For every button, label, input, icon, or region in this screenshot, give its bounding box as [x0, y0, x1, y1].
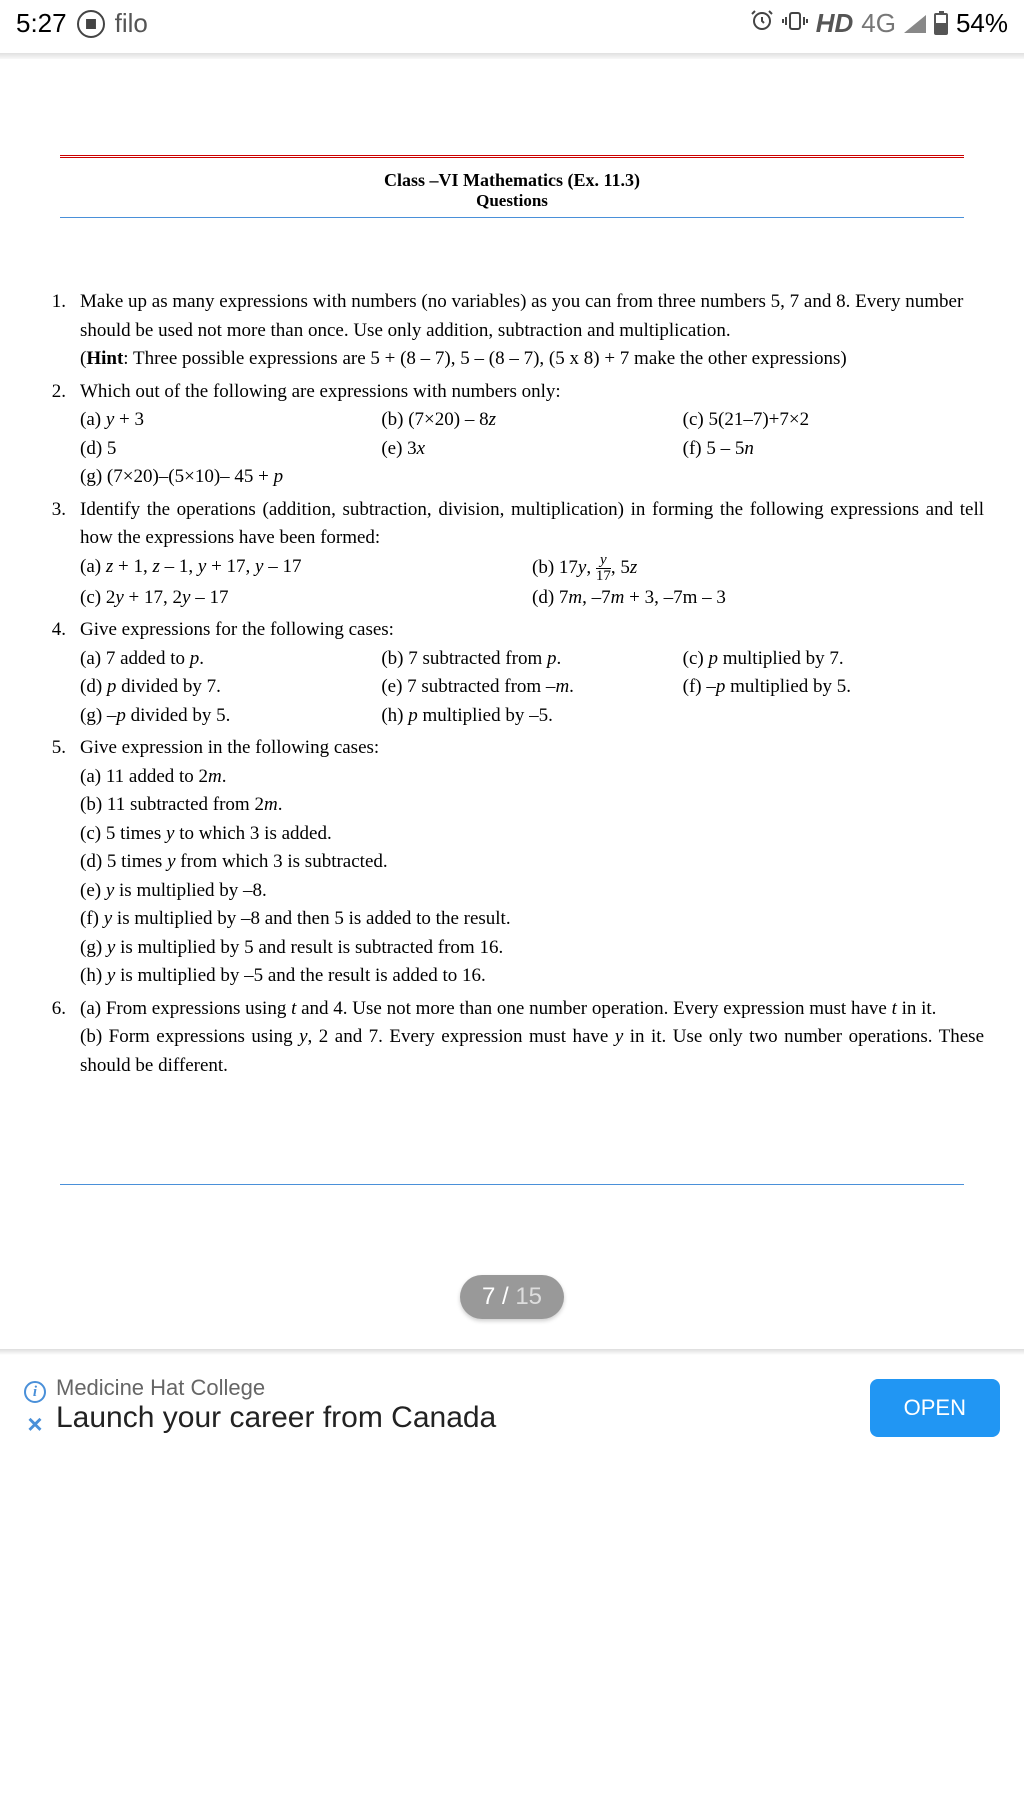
q-num: 2.: [40, 378, 80, 492]
q2-d: (d) 5: [80, 435, 381, 464]
ad-left: i × Medicine Hat College Launch your car…: [24, 1375, 496, 1440]
q2-b: (b) (7×20) – 8z: [381, 406, 682, 435]
q6-b: (b) Form expressions using y, 2 and 7. E…: [80, 1023, 984, 1080]
header-rule-bottom: [60, 217, 964, 218]
question-2: 2. Which out of the following are expres…: [40, 378, 984, 492]
question-3: 3. Identify the operations (addition, su…: [40, 496, 984, 613]
q4-h: (h) p multiplied by –5.: [381, 702, 682, 731]
filo-icon: [71, 4, 111, 44]
q3-c: (c) 2y + 17, 2y – 17: [80, 584, 532, 613]
page-sep: /: [495, 1283, 515, 1310]
signal-icon: [904, 15, 926, 33]
q-body: Give expression in the following cases: …: [80, 734, 984, 991]
ad-banner[interactable]: i × Medicine Hat College Launch your car…: [0, 1355, 1024, 1460]
q3-d: (d) 7m, –7m + 3, –7m – 3: [532, 584, 984, 613]
q1-text: Make up as many expressions with numbers…: [80, 291, 963, 341]
question-4: 4. Give expressions for the following ca…: [40, 616, 984, 730]
status-time: 5:27: [16, 8, 67, 39]
q5-text: Give expression in the following cases:: [80, 734, 984, 763]
q4-c: (c) p multiplied by 7.: [683, 645, 984, 674]
q2-text: Which out of the following are expressio…: [80, 378, 984, 407]
question-5: 5. Give expression in the following case…: [40, 734, 984, 991]
q3-a: (a) z + 1, z – 1, y + 17, y – 17: [80, 553, 532, 584]
q-num: 4.: [40, 616, 80, 730]
q5-f: (f) y is multiplied by –8 and then 5 is …: [80, 905, 984, 934]
q2-f: (f) 5 – 5n: [683, 435, 984, 464]
ad-info-icon[interactable]: i: [24, 1381, 46, 1403]
hd-label: HD: [816, 8, 854, 39]
page-current: 7: [482, 1283, 495, 1310]
q-body: Identify the operations (addition, subtr…: [80, 496, 984, 613]
q4-text: Give expressions for the following cases…: [80, 616, 984, 645]
q1-hint: : Three possible expressions are 5 + (8 …: [123, 348, 846, 369]
q5-b: (b) 11 subtracted from 2m.: [80, 791, 984, 820]
q-num: 3.: [40, 496, 80, 613]
q-body: (a) From expressions using t and 4. Use …: [80, 995, 984, 1081]
doc-subtitle: Questions: [30, 191, 994, 211]
status-left: 5:27 filo: [16, 8, 148, 39]
footer-rule: [60, 1184, 964, 1185]
separator: [0, 53, 1024, 59]
ad-controls: i ×: [24, 1381, 46, 1440]
q2-a: (a) y + 3: [80, 406, 381, 435]
document-content: Class –VI Mathematics (Ex. 11.3) Questio…: [0, 65, 1024, 1245]
vibrate-icon: [782, 8, 808, 39]
q4-g: (g) –p divided by 5.: [80, 702, 381, 731]
ad-text: Medicine Hat College Launch your career …: [56, 1375, 496, 1435]
ad-close-icon[interactable]: ×: [27, 1409, 42, 1440]
page-indicator[interactable]: 7 / 15: [460, 1275, 564, 1319]
status-bar: 5:27 filo HD 4G 54%: [0, 0, 1024, 47]
q4-a: (a) 7 added to p.: [80, 645, 381, 674]
q-body: Which out of the following are expressio…: [80, 378, 984, 492]
question-1: 1. Make up as many expressions with numb…: [40, 288, 984, 374]
q6-a: (a) From expressions using t and 4. Use …: [80, 995, 984, 1024]
alarm-icon: [750, 8, 774, 39]
header-rule-top: [60, 155, 964, 158]
status-right: HD 4G 54%: [750, 8, 1008, 39]
battery-icon: [934, 13, 948, 35]
battery-pct: 54%: [956, 8, 1008, 39]
q5-c: (c) 5 times y to which 3 is added.: [80, 820, 984, 849]
ad-open-button[interactable]: OPEN: [870, 1379, 1000, 1437]
q-num: 1.: [40, 288, 80, 374]
q5-d: (d) 5 times y from which 3 is subtracted…: [80, 848, 984, 877]
q4-f: (f) –p multiplied by 5.: [683, 673, 984, 702]
q3-b: (b) 17y, y17, 5z: [532, 553, 984, 584]
q2-c: (c) 5(21–7)+7×2: [683, 406, 984, 435]
q-num: 6.: [40, 995, 80, 1081]
q3-text: Identify the operations (addition, subtr…: [80, 496, 984, 553]
doc-header: Class –VI Mathematics (Ex. 11.3) Questio…: [30, 155, 994, 218]
net-label: 4G: [861, 8, 896, 39]
doc-title: Class –VI Mathematics (Ex. 11.3): [30, 170, 994, 191]
ad-line1: Medicine Hat College: [56, 1375, 496, 1401]
q-body: Make up as many expressions with numbers…: [80, 288, 984, 374]
q5-g: (g) y is multiplied by 5 and result is s…: [80, 934, 984, 963]
q-body: Give expressions for the following cases…: [80, 616, 984, 730]
questions-list: 1. Make up as many expressions with numb…: [30, 248, 994, 1104]
q5-h: (h) y is multiplied by –5 and the result…: [80, 962, 984, 991]
q5-a: (a) 11 added to 2m.: [80, 763, 984, 792]
page-total: 15: [515, 1283, 542, 1310]
q1-hint-label: Hint: [86, 348, 123, 369]
q5-e: (e) y is multiplied by –8.: [80, 877, 984, 906]
ad-line2: Launch your career from Canada: [56, 1401, 496, 1435]
q2-e: (e) 3x: [381, 435, 682, 464]
question-6: 6. (a) From expressions using t and 4. U…: [40, 995, 984, 1081]
status-app: filo: [115, 8, 148, 39]
q4-b: (b) 7 subtracted from p.: [381, 645, 682, 674]
q-num: 5.: [40, 734, 80, 991]
q4-d: (d) p divided by 7.: [80, 673, 381, 702]
q2-g: (g) (7×20)–(5×10)– 45 + p: [80, 463, 984, 492]
q4-e: (e) 7 subtracted from –m.: [381, 673, 682, 702]
